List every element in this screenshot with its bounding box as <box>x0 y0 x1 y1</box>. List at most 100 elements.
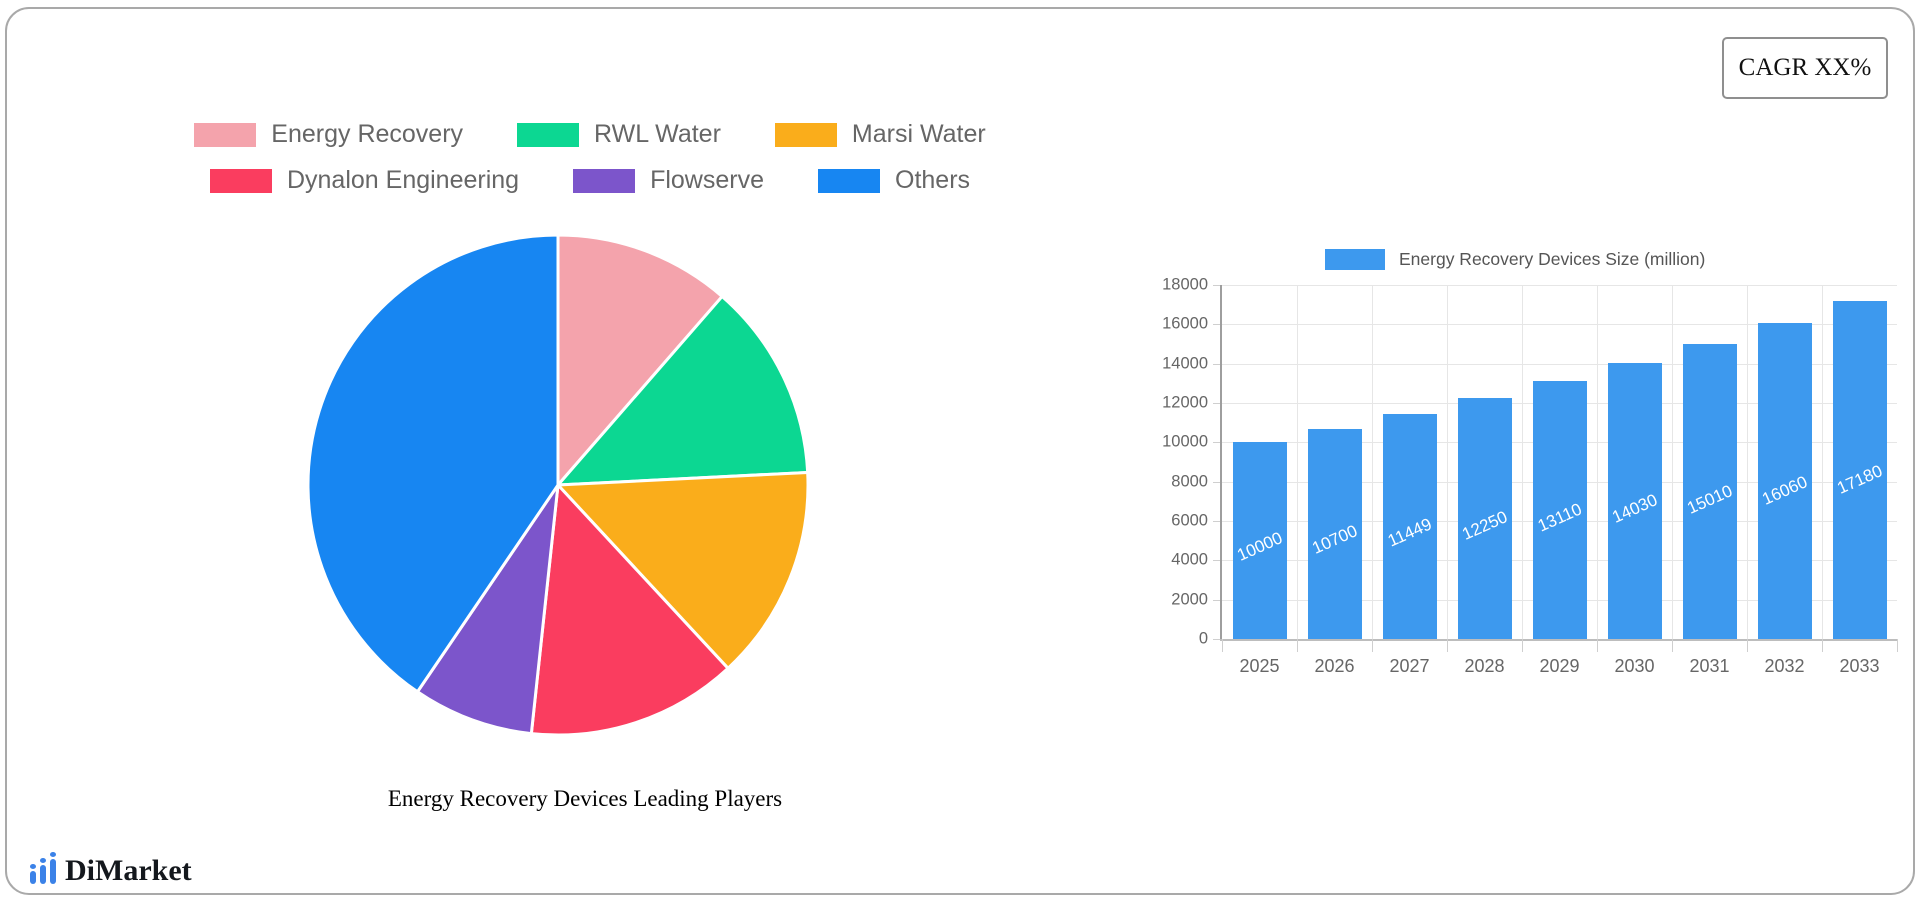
legend-item-dynalon-engineering[interactable]: Dynalon Engineering <box>209 166 520 195</box>
gridline-horizontal <box>1222 363 1897 365</box>
x-axis-label-2026: 2026 <box>1314 656 1355 676</box>
bar-2031[interactable]: 15010 <box>1682 343 1737 639</box>
x-axis-label-2029: 2029 <box>1539 656 1580 676</box>
x-axis-label-2028: 2028 <box>1464 656 1505 676</box>
y-tick-mark <box>1213 639 1220 640</box>
y-axis-tick-label: 10000 <box>1162 432 1208 451</box>
legend-label: Others <box>895 166 971 194</box>
x-axis-label-2030: 2030 <box>1614 656 1655 676</box>
x-axis-line <box>1220 639 1897 641</box>
y-axis-line <box>1220 285 1222 639</box>
x-tick-mark <box>1747 639 1748 652</box>
legend-swatch <box>818 168 880 193</box>
gridline-vertical <box>1672 285 1673 639</box>
bar-2029[interactable]: 13110 <box>1532 381 1587 639</box>
y-axis-tick-label: 2000 <box>1171 590 1208 609</box>
pie-slice-flowserve[interactable] <box>415 483 560 736</box>
bar-value-label: 16060 <box>1758 471 1810 509</box>
bar-2030[interactable]: 14030 <box>1607 363 1662 639</box>
x-tick-mark <box>1222 639 1223 652</box>
bar-chart-plot: 0 2000 4000 6000 8000 10000 12000 14000 16000 180… <box>1162 276 1898 676</box>
pie-chart-title: Energy Recovery Devices Leading Players <box>387 786 783 811</box>
bar-value-label: 15010 <box>1683 481 1735 519</box>
gridline-vertical <box>1822 285 1823 639</box>
legend-item-marsi-water[interactable]: Marsi Water <box>774 120 986 149</box>
bar-chart-legend[interactable]: Energy Recovery Devices Size (million) <box>1325 249 1705 270</box>
x-axis-label-2031: 2031 <box>1689 656 1730 676</box>
gridline-horizontal <box>1222 285 1897 286</box>
legend-row: Energy Recovery RWL Water Marsi Water <box>194 120 986 149</box>
bar-legend-swatch <box>1325 249 1385 270</box>
bar-value-label: 14030 <box>1608 490 1660 528</box>
pie-slice-marsi-water[interactable] <box>556 470 810 670</box>
pie-slice-rwl-water[interactable] <box>556 294 810 487</box>
y-axis-tick-label: 16000 <box>1162 314 1208 333</box>
x-tick-mark <box>1522 639 1523 652</box>
bar-2025[interactable]: 10000 <box>1232 442 1287 639</box>
x-tick-mark <box>1447 639 1448 652</box>
x-axis-label-2032: 2032 <box>1764 656 1805 676</box>
legend-item-energy-recovery[interactable]: Energy Recovery <box>194 120 463 149</box>
legend-swatch <box>573 168 636 193</box>
pie-chart-svg <box>306 233 810 737</box>
legend-label: Flowserve <box>650 166 764 194</box>
x-axis-label-2027: 2027 <box>1389 656 1430 676</box>
legend-swatch <box>209 168 272 193</box>
gridline-vertical <box>1447 285 1448 639</box>
cagr-badge: CAGR XX% <box>1722 37 1888 99</box>
bar-value-label: 12250 <box>1458 507 1510 544</box>
legend-row: Dynalon Engineering Flowserve Others <box>209 166 970 195</box>
bar-legend-label: Energy Recovery Devices Size (million) <box>1399 249 1706 269</box>
y-axis-tick-label: 12000 <box>1162 393 1208 412</box>
pie-slice-others[interactable] <box>306 233 560 694</box>
bar-value-label: 17180 <box>1833 461 1885 499</box>
x-tick-mark <box>1897 639 1898 652</box>
y-tick-mark <box>1213 403 1220 404</box>
bar-2033[interactable]: 17180 <box>1832 301 1887 639</box>
legend-label: RWL Water <box>594 120 721 148</box>
bar-value-label: 11449 <box>1384 514 1435 551</box>
x-tick-mark <box>1597 639 1598 652</box>
x-tick-mark <box>1297 639 1298 652</box>
legend-label: Energy Recovery <box>271 120 464 148</box>
x-tick-mark <box>1822 639 1823 652</box>
pie-slice-dynalon-engineering[interactable] <box>529 483 730 737</box>
legend-item-flowserve[interactable]: Flowserve <box>573 166 764 195</box>
y-axis-tick-label: 18000 <box>1162 275 1208 294</box>
y-tick-mark <box>1213 285 1220 286</box>
bar-2028[interactable]: 12250 <box>1457 398 1512 639</box>
y-tick-mark <box>1213 560 1220 562</box>
gridline-vertical <box>1597 285 1598 639</box>
y-axis-tick-label: 14000 <box>1162 354 1208 373</box>
y-axis-tick-label: 8000 <box>1171 472 1208 491</box>
pie-slice-energy-recovery[interactable] <box>556 233 724 487</box>
gridline-vertical <box>1372 285 1373 639</box>
bar-2026[interactable]: 10700 <box>1307 428 1362 639</box>
y-tick-mark <box>1213 521 1220 522</box>
bar-value-label: 10000 <box>1233 527 1285 565</box>
y-axis-tick-label: 6000 <box>1171 511 1208 530</box>
y-tick-mark <box>1213 442 1220 444</box>
y-tick-mark <box>1213 481 1220 483</box>
logo-text: DiMarket <box>65 854 192 887</box>
bar-chart-icon <box>30 852 56 886</box>
gridline-vertical <box>1297 285 1298 639</box>
gridline-horizontal <box>1222 324 1897 326</box>
gridline-vertical <box>1522 285 1523 639</box>
bar-2027[interactable]: 11449 <box>1382 413 1437 639</box>
x-tick-mark <box>1372 639 1373 652</box>
legend-item-rwl-water[interactable]: RWL Water <box>517 120 721 149</box>
legend-label: Marsi Water <box>851 120 986 148</box>
pie-legend: Energy Recovery RWL Water Marsi Water Dynal… <box>100 120 1080 195</box>
bar-2032[interactable]: 16060 <box>1757 323 1812 639</box>
y-tick-mark <box>1213 363 1220 365</box>
legend-label: Dynalon Engineering <box>286 166 520 194</box>
dimarket-logo: DiMarket <box>30 852 192 886</box>
legend-item-others[interactable]: Others <box>818 166 970 195</box>
x-axis-label-2025: 2025 <box>1239 656 1280 676</box>
legend-swatch <box>774 122 837 147</box>
y-axis-tick-label: 4000 <box>1171 550 1208 569</box>
bar-value-label: 13110 <box>1534 499 1585 536</box>
x-tick-mark <box>1672 639 1673 652</box>
gridline-vertical <box>1747 285 1748 639</box>
